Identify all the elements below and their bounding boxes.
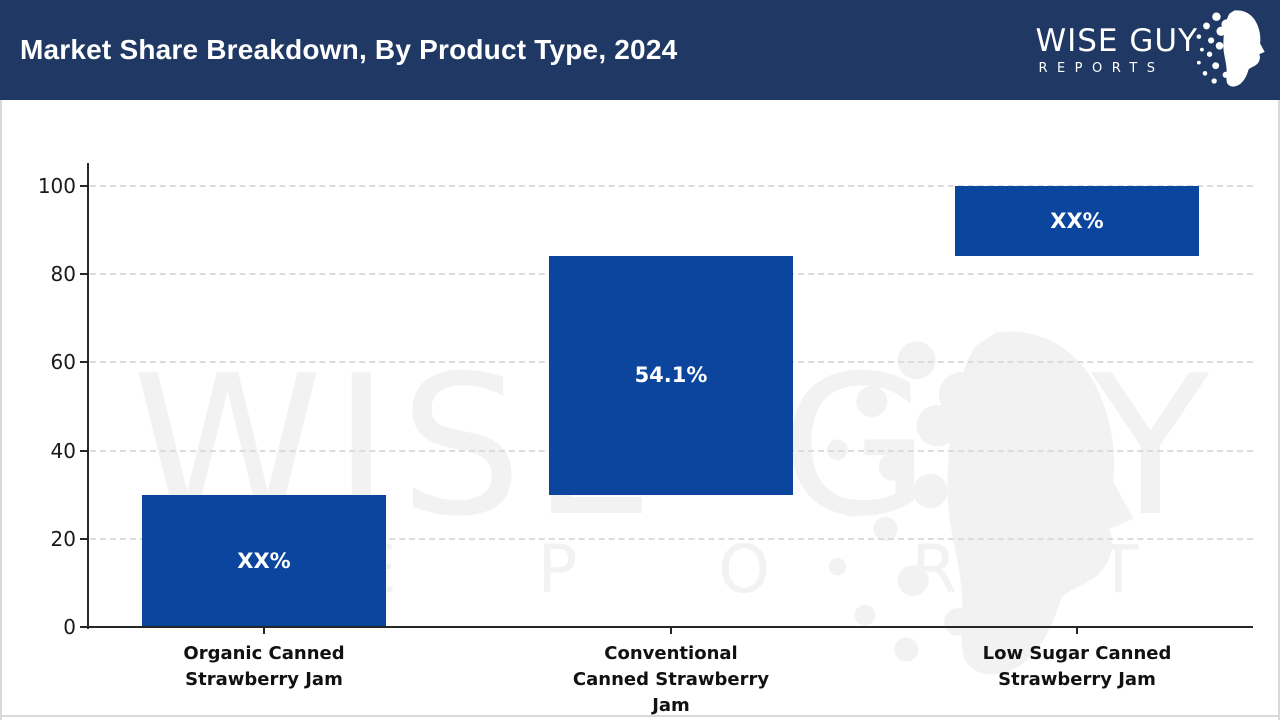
- x-category-label-3: Low Sugar Canned Strawberry Jam: [982, 643, 1172, 690]
- logo-subtitle: REPORTS: [1038, 60, 1165, 76]
- y-tick-label-20: 20: [50, 526, 76, 551]
- x-category-label-1: Organic Canned Strawberry Jam: [183, 643, 345, 690]
- right-border: [1278, 100, 1280, 720]
- bar-1: XX%: [142, 494, 386, 627]
- y-tick-label-0: 0: [63, 615, 76, 639]
- chart-plot-area: WISE GUY R E P O R T S 020406080100XX%Or…: [0, 100, 1280, 720]
- y-tick-0: [80, 626, 88, 628]
- y-tick-label-80: 80: [50, 262, 76, 287]
- bar-value-label-3: XX%: [1050, 209, 1104, 234]
- y-tick-40: [80, 449, 88, 452]
- x-tick-3: [1076, 627, 1078, 634]
- y-tick-100: [80, 185, 88, 187]
- bar-2: 54.1%: [549, 256, 793, 495]
- wise-guy-reports-logo: WISE GUY REPORTS: [1035, 6, 1270, 94]
- bottom-border: [0, 715, 1280, 717]
- x-category-label-2: Conventional Canned Strawberry Jam: [572, 643, 770, 716]
- y-tick-20: [80, 537, 88, 540]
- y-tick-label-100: 100: [37, 174, 76, 198]
- x-tick-1: [263, 627, 265, 634]
- x-tick-2: [670, 627, 672, 634]
- bar-value-label-1: XX%: [237, 548, 291, 573]
- y-tick-label-60: 60: [50, 350, 76, 375]
- chart-title: Market Share Breakdown, By Product Type,…: [20, 34, 678, 65]
- face-dots-icon: [1196, 10, 1265, 87]
- y-tick-60: [80, 361, 88, 364]
- y-tick-80: [80, 273, 88, 276]
- gridline-20: [90, 537, 1253, 540]
- logo-wordmark: WISE GUY: [1035, 22, 1198, 59]
- y-tick-label-40: 40: [50, 438, 76, 463]
- gridline-100: [90, 185, 1253, 187]
- logo-text: WISE GUY REPORTS: [1035, 22, 1198, 76]
- header-bar: Market Share Breakdown, By Product Type,…: [0, 0, 1280, 100]
- y-axis-spine: [87, 163, 89, 629]
- left-border: [0, 100, 2, 720]
- bar-3: XX%: [955, 186, 1199, 257]
- bar-value-label-2: 54.1%: [634, 363, 708, 388]
